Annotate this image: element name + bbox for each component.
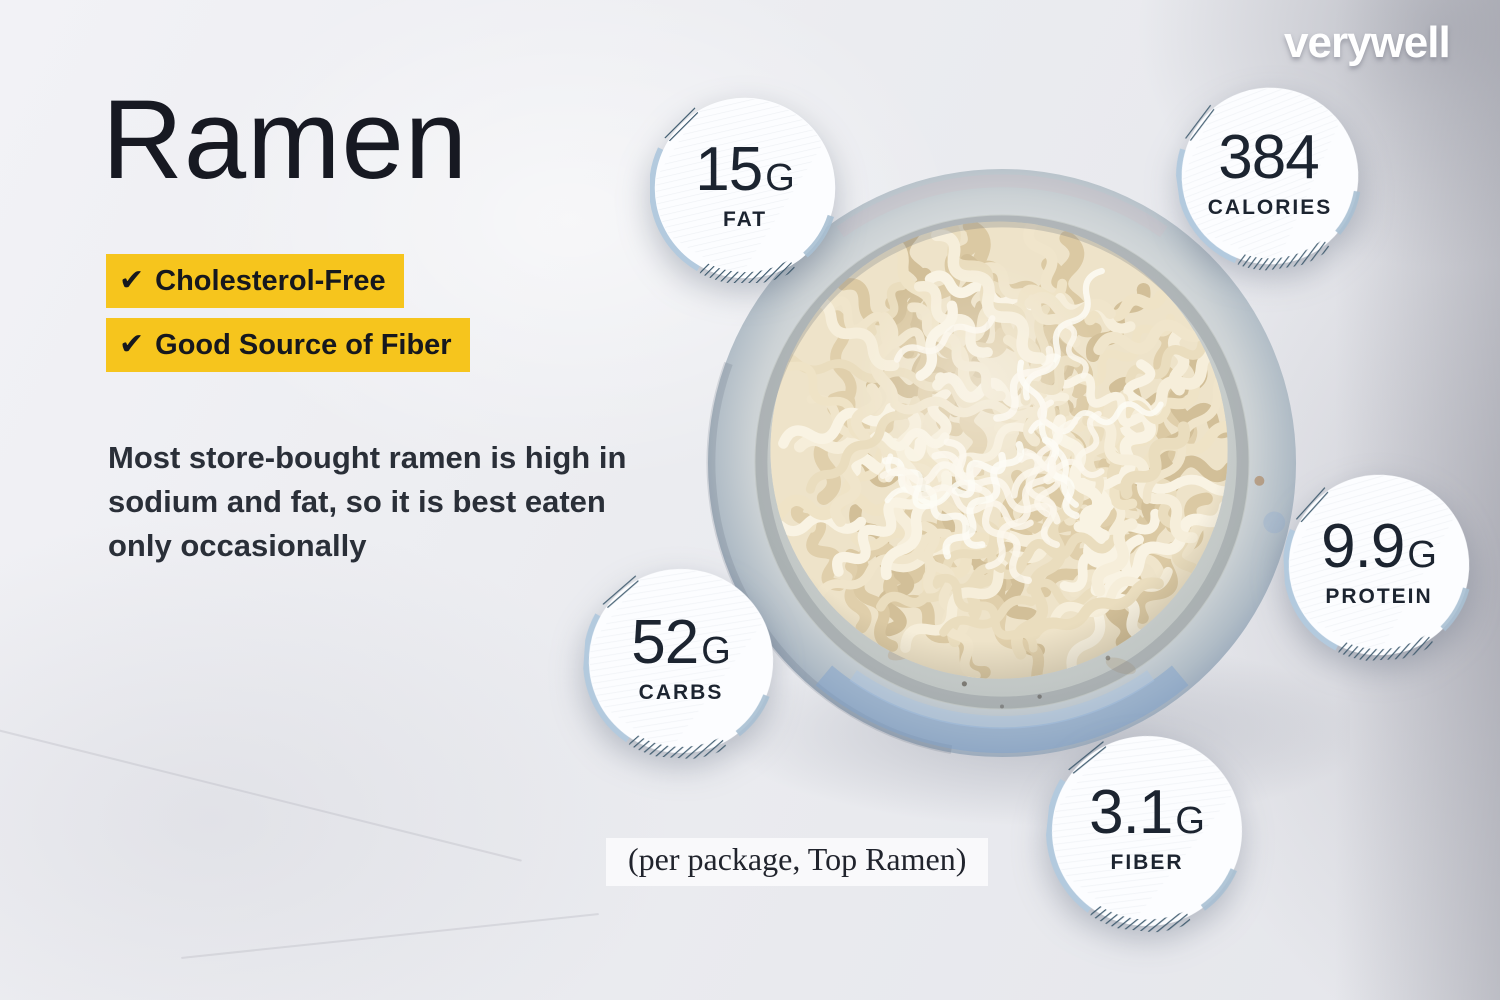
highlight-fiber-source: ✔ Good Source of Fiber xyxy=(106,318,470,372)
marble-vein xyxy=(0,724,522,862)
badge-unit: G xyxy=(701,629,731,672)
serving-note: (per package, Top Ramen) xyxy=(606,838,989,886)
highlight-label: Good Source of Fiber xyxy=(155,329,452,361)
marble-vein xyxy=(181,913,599,959)
badge-value: 3.1 xyxy=(1089,777,1173,847)
badge-label: FAT xyxy=(722,207,768,231)
check-icon: ✔ xyxy=(119,328,145,361)
badge-unit: G xyxy=(1175,799,1205,842)
badge-value: 52 xyxy=(631,607,699,677)
verywell-logo: verywell xyxy=(1284,18,1451,67)
badge-label: CALORIES xyxy=(1207,195,1333,219)
check-icon: ✔ xyxy=(119,264,145,297)
nutrition-badge-fat: 15 G FAT xyxy=(650,93,840,283)
highlight-label: Cholesterol-Free xyxy=(155,265,386,297)
badge-value: 15 xyxy=(695,134,763,204)
badge-label: PROTEIN xyxy=(1325,584,1433,608)
nutrition-badge-protein: 9.9 G PROTEIN xyxy=(1284,470,1474,660)
ramen-bowl-photo xyxy=(705,166,1299,760)
badge-value: 384 xyxy=(1218,122,1319,192)
nutrition-badge-fiber: 3.1 G FIBER xyxy=(1047,731,1247,931)
highlight-cholesterol-free: ✔ Cholesterol-Free xyxy=(106,254,404,308)
badge-value: 9.9 xyxy=(1321,511,1405,581)
badge-label: CARBS xyxy=(638,680,724,704)
badge-unit: G xyxy=(765,156,795,199)
nutrition-badge-carbs: 52 G CARBS xyxy=(584,564,778,758)
description-text: Most store-bought ramen is high in sodiu… xyxy=(108,440,627,563)
page-title: Ramen xyxy=(102,77,469,202)
nutrition-badge-calories: 384 CALORIES xyxy=(1177,83,1363,269)
badge-unit: G xyxy=(1407,533,1437,576)
badge-label: FIBER xyxy=(1110,850,1184,874)
ramen-bowl-illustration xyxy=(706,168,1297,758)
